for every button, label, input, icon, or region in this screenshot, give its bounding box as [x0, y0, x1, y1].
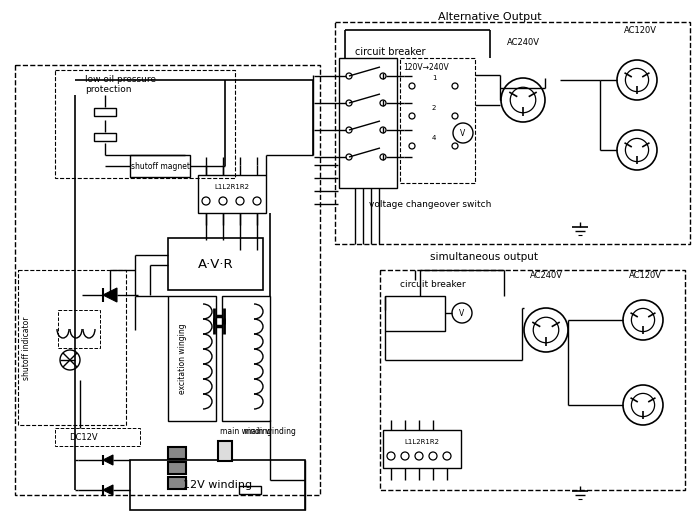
Bar — [15, 65, 320, 495]
Text: AC120V: AC120V — [624, 25, 657, 35]
Text: shutoff indicator: shutoff indicator — [22, 316, 31, 380]
Text: 120V→240V: 120V→240V — [403, 63, 449, 72]
Bar — [380, 270, 685, 490]
Text: L1L2R1R2: L1L2R1R2 — [405, 439, 440, 445]
Text: main winding: main winding — [244, 427, 296, 437]
Text: DC12V: DC12V — [69, 433, 98, 441]
Bar — [385, 296, 445, 331]
Text: circuit breaker: circuit breaker — [400, 280, 466, 289]
Text: 4: 4 — [432, 135, 436, 141]
Text: excitation winging: excitation winging — [178, 323, 186, 394]
Polygon shape — [103, 455, 113, 465]
Bar — [335, 22, 690, 244]
Bar — [168, 238, 263, 290]
Bar — [218, 441, 232, 461]
Polygon shape — [103, 288, 117, 302]
Bar — [168, 477, 186, 489]
Text: L1L2R1R2: L1L2R1R2 — [214, 184, 249, 190]
Text: 1: 1 — [432, 75, 436, 81]
Text: main winding: main winding — [220, 426, 272, 436]
Text: A·V·R: A·V·R — [197, 257, 233, 270]
Bar — [168, 296, 216, 421]
Bar — [130, 155, 190, 177]
Text: V: V — [461, 128, 466, 137]
Bar — [339, 58, 397, 188]
Text: AC240V: AC240V — [507, 37, 540, 47]
Text: Alternative Output: Alternative Output — [438, 12, 542, 22]
Text: AC120V: AC120V — [629, 270, 662, 280]
Bar — [130, 460, 305, 510]
Bar — [55, 70, 235, 178]
Bar — [400, 58, 475, 183]
Bar — [18, 270, 126, 425]
Bar — [168, 447, 186, 459]
Bar — [58, 310, 100, 348]
Text: V: V — [459, 309, 465, 318]
Text: 2: 2 — [432, 105, 436, 111]
Text: shutoff magnet: shutoff magnet — [130, 162, 190, 170]
Text: voltage changeover switch: voltage changeover switch — [369, 200, 491, 209]
Bar — [55, 428, 140, 446]
Text: AC240V: AC240V — [529, 270, 563, 280]
Bar — [383, 430, 461, 468]
Text: simultaneous output: simultaneous output — [430, 252, 538, 262]
Bar — [222, 296, 270, 421]
Text: 12V winding: 12V winding — [183, 480, 252, 490]
Bar — [239, 486, 261, 494]
Polygon shape — [103, 485, 113, 495]
Text: circuit breaker: circuit breaker — [355, 47, 426, 57]
Text: low oil pressure
protection: low oil pressure protection — [85, 75, 156, 94]
Bar — [94, 108, 116, 116]
Bar — [94, 133, 116, 141]
Bar — [168, 462, 186, 474]
Bar — [198, 175, 266, 213]
